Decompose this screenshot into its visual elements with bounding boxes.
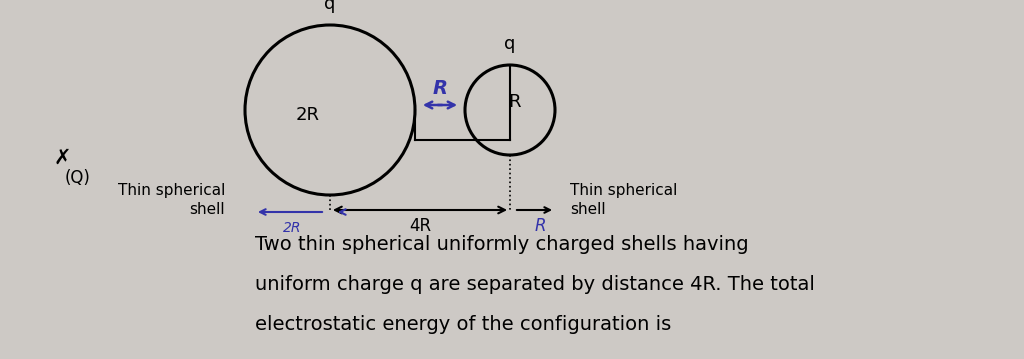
Text: 2R: 2R: [284, 221, 302, 235]
Text: Thin spherical: Thin spherical: [118, 182, 225, 197]
Text: R: R: [509, 93, 521, 111]
Text: q: q: [504, 35, 516, 53]
Text: 2R: 2R: [296, 106, 319, 124]
Text: electrostatic energy of the configuration is: electrostatic energy of the configuratio…: [255, 316, 672, 335]
Text: R: R: [535, 217, 546, 235]
Text: shell: shell: [189, 202, 225, 218]
Text: ✗: ✗: [53, 148, 71, 168]
Text: shell: shell: [570, 202, 605, 218]
Text: (Q): (Q): [66, 169, 91, 187]
Text: Two thin spherical uniformly charged shells having: Two thin spherical uniformly charged she…: [255, 236, 749, 255]
Text: uniform charge q are separated by distance 4R. The total: uniform charge q are separated by distan…: [255, 275, 815, 294]
Text: 4R: 4R: [409, 217, 431, 235]
Text: q: q: [325, 0, 336, 13]
Text: Thin spherical: Thin spherical: [570, 182, 677, 197]
Text: R: R: [432, 79, 447, 98]
